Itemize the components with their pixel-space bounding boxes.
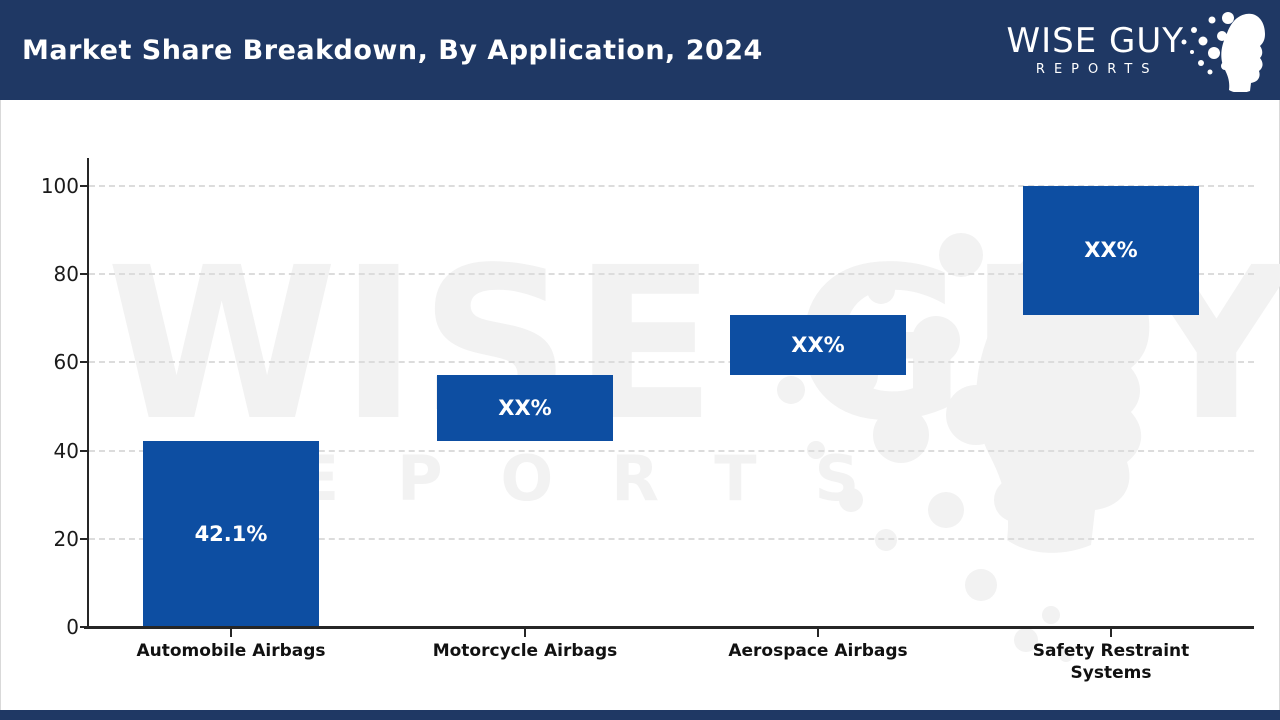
footer-bar (0, 710, 1280, 720)
x-tick-mark (524, 629, 526, 637)
bar-value-label: XX% (791, 332, 845, 357)
bar-value-label: XX% (1084, 238, 1138, 263)
y-tick-label: 60 (53, 350, 79, 375)
face-dots-icon (1181, 12, 1265, 92)
x-axis-line (84, 626, 1254, 629)
bar-value-label: 42.1% (194, 522, 268, 547)
watermark-face-icon (777, 233, 1150, 662)
logo-wordmark: WISE GUY (1006, 21, 1184, 62)
y-tick-label: 0 (66, 615, 79, 639)
category-label: Motorcycle Airbags (432, 641, 618, 661)
y-tick-mark (80, 361, 89, 364)
category-label: Aerospace Airbags (728, 641, 908, 661)
x-tick-mark (817, 629, 819, 637)
category-label: Automobile Airbags (136, 641, 326, 661)
chart-canvas: WISE GUY REPORTS 0 20 40 60 80 100 42.1% Automo… (0, 100, 1280, 710)
y-tick-mark (80, 537, 89, 540)
grid-line (89, 185, 1254, 187)
bar: XX% (437, 374, 613, 442)
bar: XX% (1023, 186, 1199, 315)
wise-guy-reports-logo: WISE GUY REPORTS (1006, 8, 1266, 92)
grid-line (89, 361, 1254, 364)
y-tick-label: 40 (53, 438, 79, 463)
header-bar: Market Share Breakdown, By Application, … (0, 0, 1280, 100)
grid-line (89, 273, 1254, 276)
y-tick-mark (80, 185, 89, 187)
x-tick-mark (230, 629, 232, 637)
y-tick-label: 20 (53, 526, 79, 551)
bar-value-label: XX% (498, 396, 552, 421)
x-tick-mark (1110, 629, 1112, 637)
y-tick-label: 80 (53, 262, 79, 287)
grid-line (89, 449, 1254, 452)
page-title: Market Share Breakdown, By Application, … (22, 34, 763, 66)
category-label: Safety Restraint Systems (1032, 641, 1190, 684)
y-tick-mark (80, 449, 89, 452)
grid-line (89, 537, 1254, 540)
logo-subtitle: REPORTS (1035, 61, 1159, 77)
bar: XX% (730, 314, 906, 375)
y-axis-line (87, 158, 89, 629)
plot: 0 20 40 60 80 100 42.1% Automobile Airbags XX% Mo… (1, 100, 1280, 710)
bar: 42.1% (143, 441, 319, 627)
y-tick-label: 100 (40, 174, 79, 198)
y-tick-mark (80, 273, 89, 276)
